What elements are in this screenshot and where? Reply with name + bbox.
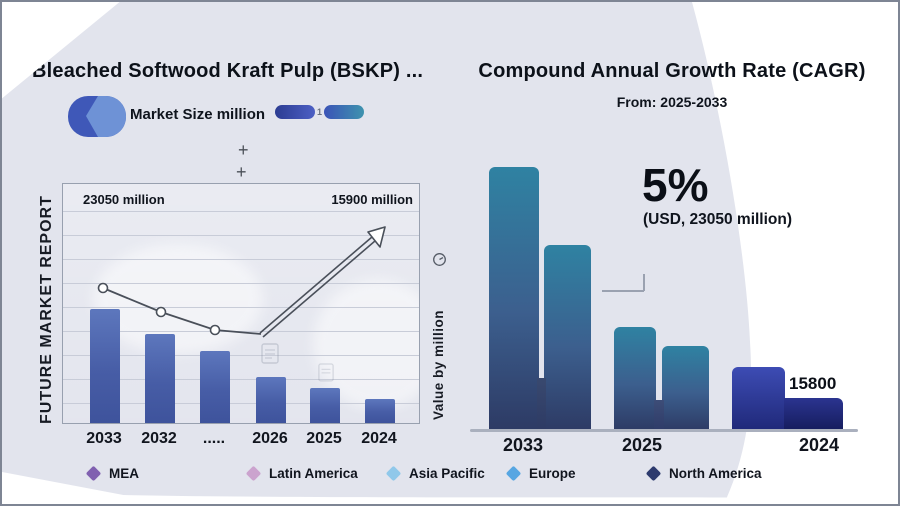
bar-2032 bbox=[145, 334, 175, 423]
gridline bbox=[63, 403, 419, 404]
legend-label: Asia Pacific bbox=[409, 465, 485, 481]
left-chart-title: Bleached Softwood Kraft Pulp (BSKP) ... bbox=[32, 60, 424, 82]
legend-item-europe: Europe bbox=[505, 463, 576, 483]
legend-swatch-latin-america bbox=[245, 465, 262, 481]
legend-label: North America bbox=[669, 465, 762, 481]
legend-item-mea: MEA bbox=[85, 463, 139, 483]
bar-2033 bbox=[90, 309, 120, 423]
annotation-bracket-vertical bbox=[643, 274, 645, 291]
legend-label: MEA bbox=[109, 465, 139, 481]
bar-2024 bbox=[365, 399, 395, 423]
annotation-bracket-horizontal bbox=[602, 290, 644, 292]
bottom-band-shape bbox=[2, 492, 898, 504]
legend-label: Europe bbox=[529, 465, 576, 481]
legend-label: Latin America bbox=[269, 465, 358, 481]
gridline bbox=[63, 283, 419, 284]
bar-2025 bbox=[310, 388, 340, 423]
cagr-subtitle: From: 2025-2033 bbox=[616, 94, 728, 110]
trend-marker bbox=[97, 282, 109, 294]
gridline bbox=[63, 259, 419, 260]
clock-icon bbox=[433, 253, 446, 266]
legend-item-latin-america: Latin America bbox=[245, 463, 358, 483]
cagr-bar-2033-b bbox=[544, 245, 591, 431]
watermark-blob bbox=[93, 244, 263, 354]
legend-swatch-mea bbox=[85, 465, 102, 481]
right-swoosh-shape bbox=[692, 2, 898, 504]
gridline bbox=[63, 379, 419, 380]
bar-merge bbox=[537, 378, 546, 431]
end-value-label: 15900 million bbox=[331, 192, 413, 207]
start-value-label: 23050 million bbox=[83, 192, 165, 207]
x-axis-line bbox=[470, 429, 858, 432]
trend-marker bbox=[209, 324, 221, 336]
market-size-chart: 23050 million 15900 million bbox=[62, 183, 420, 424]
cagr-tick-2025: 2025 bbox=[621, 435, 663, 455]
ratio-pill-separator: 1 bbox=[317, 107, 323, 117]
cagr-detail: (USD, 23050 million) bbox=[643, 211, 793, 228]
legend-item-asia-pacific: Asia Pacific bbox=[385, 463, 485, 483]
gridline bbox=[63, 355, 419, 356]
plus-icon: + bbox=[238, 140, 249, 160]
cagr-title: Compound Annual Growth Rate (CAGR) bbox=[478, 60, 866, 82]
legend-swatch-asia-pacific bbox=[385, 465, 402, 481]
ratio-pill-left bbox=[275, 105, 315, 119]
value-axis-label: Value by million bbox=[431, 309, 446, 420]
cagr-bar-2033-a bbox=[489, 167, 539, 431]
cagr-bar-2025-b bbox=[662, 346, 709, 431]
x-tick-2024: 2024 bbox=[361, 430, 397, 447]
bar-2026 bbox=[256, 377, 286, 423]
end-value-2024-label: 15800 bbox=[789, 374, 837, 393]
trend-marker bbox=[155, 306, 167, 318]
clipboard-watermark-icon bbox=[261, 343, 279, 364]
market-size-label: Market Size million bbox=[130, 106, 266, 123]
x-tick-2032: 2032 bbox=[141, 430, 177, 447]
gridline bbox=[63, 307, 419, 308]
x-tick-mid: ..... bbox=[202, 430, 226, 447]
legend-item-north-america: North America bbox=[645, 463, 762, 483]
cagr-value: 5% bbox=[642, 159, 709, 211]
gridline bbox=[63, 211, 419, 212]
cagr-tick-2024: 2024 bbox=[798, 435, 840, 455]
watermark-blob bbox=[313, 279, 419, 409]
plus-icon: + bbox=[236, 162, 247, 182]
clipboard-watermark-icon bbox=[318, 363, 334, 382]
ratio-pill-right bbox=[324, 105, 364, 119]
arrowhead bbox=[367, 226, 386, 248]
x-tick-2033: 2033 bbox=[86, 430, 122, 447]
gridline bbox=[63, 235, 419, 236]
trend-line-arrow bbox=[97, 226, 386, 338]
cagr-tick-2033: 2033 bbox=[502, 435, 544, 455]
cagr-bar-2025-a bbox=[614, 327, 656, 431]
x-tick-2025: 2025 bbox=[306, 430, 342, 447]
cylinder-database-icon bbox=[67, 94, 129, 140]
cagr-step-2024-a bbox=[732, 367, 785, 431]
legend-swatch-europe bbox=[505, 465, 522, 481]
bar-merge bbox=[654, 400, 664, 431]
cagr-step-2024-b bbox=[784, 398, 843, 431]
legend-swatch-north-america bbox=[645, 465, 662, 481]
x-tick-2026: 2026 bbox=[252, 430, 288, 447]
future-market-report-watermark: FUTURE MARKET REPORT bbox=[38, 195, 55, 424]
bottom-left-wedge bbox=[2, 472, 171, 504]
bar-mid bbox=[200, 351, 230, 423]
